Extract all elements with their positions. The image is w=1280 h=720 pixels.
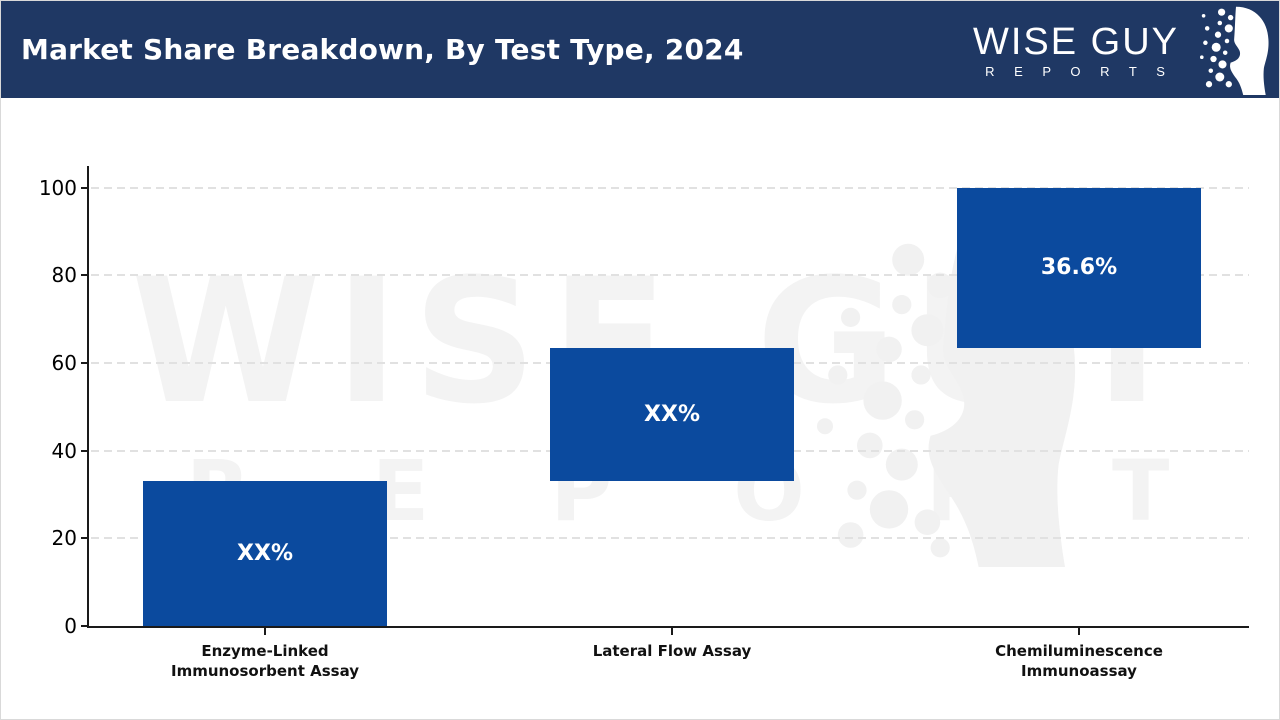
logo-reports-text: R E P O R T S	[985, 63, 1173, 79]
y-axis-line	[87, 166, 89, 628]
bar-segment: 36.6%	[957, 187, 1201, 348]
chart-title: Market Share Breakdown, By Test Type, 20…	[21, 33, 744, 66]
y-tick-mark	[81, 625, 89, 627]
y-tick-label: 60	[51, 350, 77, 375]
y-tick-mark	[81, 361, 89, 364]
logo-text: WISE GUY R E P O R T S	[973, 22, 1179, 79]
gridline-80	[91, 274, 1249, 277]
bar-segment: XX%	[550, 347, 794, 482]
bar-value-label: 36.6%	[1040, 255, 1118, 281]
x-category-label: Enzyme-Linked Immunosorbent Assay	[170, 642, 360, 680]
x-tick-mark	[671, 628, 673, 635]
x-tick-mark	[264, 628, 266, 635]
y-tick-mark	[81, 274, 89, 277]
wiseguy-logo: WISE GUY R E P O R T S	[973, 5, 1273, 95]
x-category-label: Lateral Flow Assay	[592, 642, 752, 660]
y-tick-label: 20	[51, 526, 77, 551]
header-bar: Market Share Breakdown, By Test Type, 20…	[1, 1, 1279, 98]
gridline-20	[91, 537, 1249, 540]
y-tick-mark	[81, 537, 89, 540]
x-axis-line	[87, 626, 1249, 628]
x-tick-mark	[1078, 628, 1080, 635]
x-category-label: Chemiluminescence Immunoassay	[995, 642, 1163, 680]
bar-value-label: XX%	[237, 541, 293, 567]
bar-segment: XX%	[143, 481, 387, 626]
y-tick-label: 40	[51, 438, 77, 463]
logo-head-icon	[1200, 6, 1269, 95]
y-tick-mark	[81, 449, 89, 452]
bar-value-label: XX%	[644, 402, 700, 428]
y-tick-label: 100	[38, 175, 77, 200]
gridline-100	[91, 186, 1249, 189]
y-tick-label: 0	[64, 614, 77, 638]
y-tick-mark	[81, 186, 89, 189]
logo-wiseguy-text: WISE GUY	[972, 20, 1179, 63]
y-tick-label: 80	[51, 263, 77, 288]
